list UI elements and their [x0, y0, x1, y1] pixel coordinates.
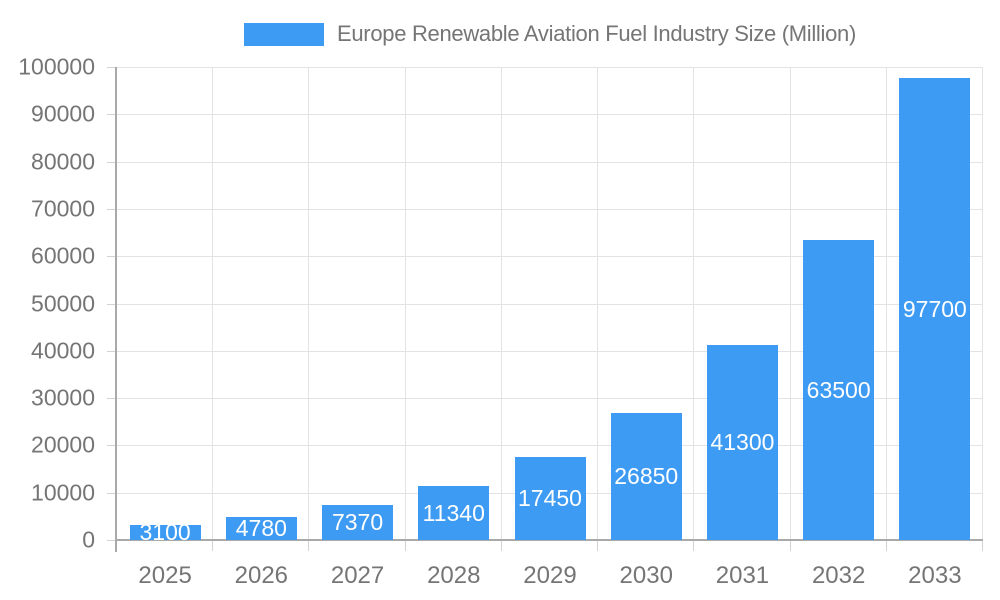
y-axis-tick — [107, 208, 115, 210]
bar-2032[interactable]: 63500 — [803, 240, 875, 540]
x-axis-tick — [982, 540, 983, 551]
y-axis-label: 90000 — [31, 100, 95, 127]
bar-2031[interactable]: 41300 — [706, 345, 778, 540]
y-axis-tick — [107, 398, 115, 400]
x-axis-label: 2027 — [330, 562, 385, 589]
bar-2028[interactable]: 11340 — [418, 486, 490, 540]
bar-value-label: 41300 — [710, 429, 775, 455]
bar-value-label: 11340 — [422, 499, 485, 526]
x-gridline — [308, 67, 310, 540]
x-axis-label: 2026 — [234, 562, 289, 589]
x-axis-label: 2028 — [427, 562, 481, 589]
x-axis-tick — [693, 540, 695, 551]
y-axis-label: 70000 — [31, 195, 95, 222]
y-gridline — [117, 161, 983, 163]
y-axis-label: 100000 — [18, 53, 95, 80]
legend-swatch-icon[interactable] — [244, 22, 324, 46]
bar-2030[interactable]: 26850 — [610, 413, 682, 540]
x-axis-label: 2030 — [619, 562, 673, 589]
x-axis-tick — [212, 540, 214, 551]
x-axis-tick — [500, 540, 502, 551]
x-axis-tick — [789, 540, 791, 551]
y-axis-label: 30000 — [31, 384, 95, 411]
x-axis-label: 2029 — [523, 562, 577, 589]
bar-value-label: 63500 — [806, 376, 871, 403]
y-axis-label: 0 — [82, 526, 95, 553]
y-axis-label: 60000 — [31, 242, 95, 269]
bar-value-label: 3100 — [139, 519, 191, 545]
y-gridline — [117, 350, 983, 352]
x-axis-label: 2031 — [715, 562, 770, 589]
y-gridline — [117, 67, 983, 68]
y-axis-tick — [107, 114, 115, 116]
y-gridline — [117, 303, 983, 305]
x-axis-tick — [885, 540, 887, 551]
x-gridline — [212, 67, 214, 540]
y-axis-label: 40000 — [31, 337, 95, 364]
bar-2026[interactable]: 4780 — [225, 515, 297, 541]
bar-2033[interactable]: 97700 — [899, 78, 971, 540]
x-gridline — [404, 67, 406, 540]
y-axis-tick — [107, 303, 115, 305]
x-gridline — [789, 67, 791, 540]
y-axis-tick — [107, 540, 115, 541]
x-axis-label: 2025 — [138, 562, 192, 589]
x-axis-line — [117, 539, 983, 541]
x-gridline — [500, 67, 502, 540]
y-axis-label: 50000 — [31, 290, 95, 316]
bar-value-label: 17450 — [518, 485, 582, 511]
y-axis-tick — [107, 492, 115, 494]
y-axis-tick — [107, 256, 115, 258]
bar-value-label: 4780 — [235, 515, 287, 541]
y-gridline — [117, 445, 983, 447]
x-axis-tick — [597, 540, 599, 551]
chart-title: Europe Renewable Aviation Fuel Industry … — [337, 21, 856, 46]
y-gridline — [117, 114, 983, 116]
y-axis-label: 20000 — [31, 431, 95, 458]
bar-2029[interactable]: 17450 — [514, 457, 586, 540]
y-axis-line — [115, 67, 117, 552]
y-axis-tick — [107, 350, 115, 352]
bar-2027[interactable]: 7370 — [322, 505, 394, 540]
x-axis-label: 2032 — [811, 562, 866, 589]
x-gridline — [597, 67, 599, 540]
bar-value-label: 26850 — [614, 463, 679, 489]
x-gridline — [982, 67, 983, 540]
x-gridline — [885, 67, 887, 540]
y-axis-label: 80000 — [31, 148, 95, 175]
x-axis-tick — [308, 540, 310, 551]
y-gridline — [117, 256, 983, 258]
bar-value-label: 97700 — [902, 295, 967, 322]
y-axis-tick — [107, 161, 115, 163]
x-axis-label: 2033 — [908, 562, 962, 589]
bar-value-label: 7370 — [331, 509, 384, 535]
legend[interactable]: Europe Renewable Aviation Fuel Industry … — [117, 18, 983, 50]
x-axis-tick — [404, 540, 406, 551]
plot-area: 0 10000 20000 30000 40000 50000 60000 70000 8000… — [18, 54, 983, 589]
y-axis-label: 10000 — [31, 479, 95, 506]
y-axis-tick — [107, 445, 115, 447]
bar-2025[interactable]: 3100 — [129, 521, 201, 544]
y-axis-tick — [107, 67, 115, 68]
y-gridline — [117, 398, 983, 400]
x-gridline — [693, 67, 695, 540]
y-gridline — [117, 208, 983, 210]
